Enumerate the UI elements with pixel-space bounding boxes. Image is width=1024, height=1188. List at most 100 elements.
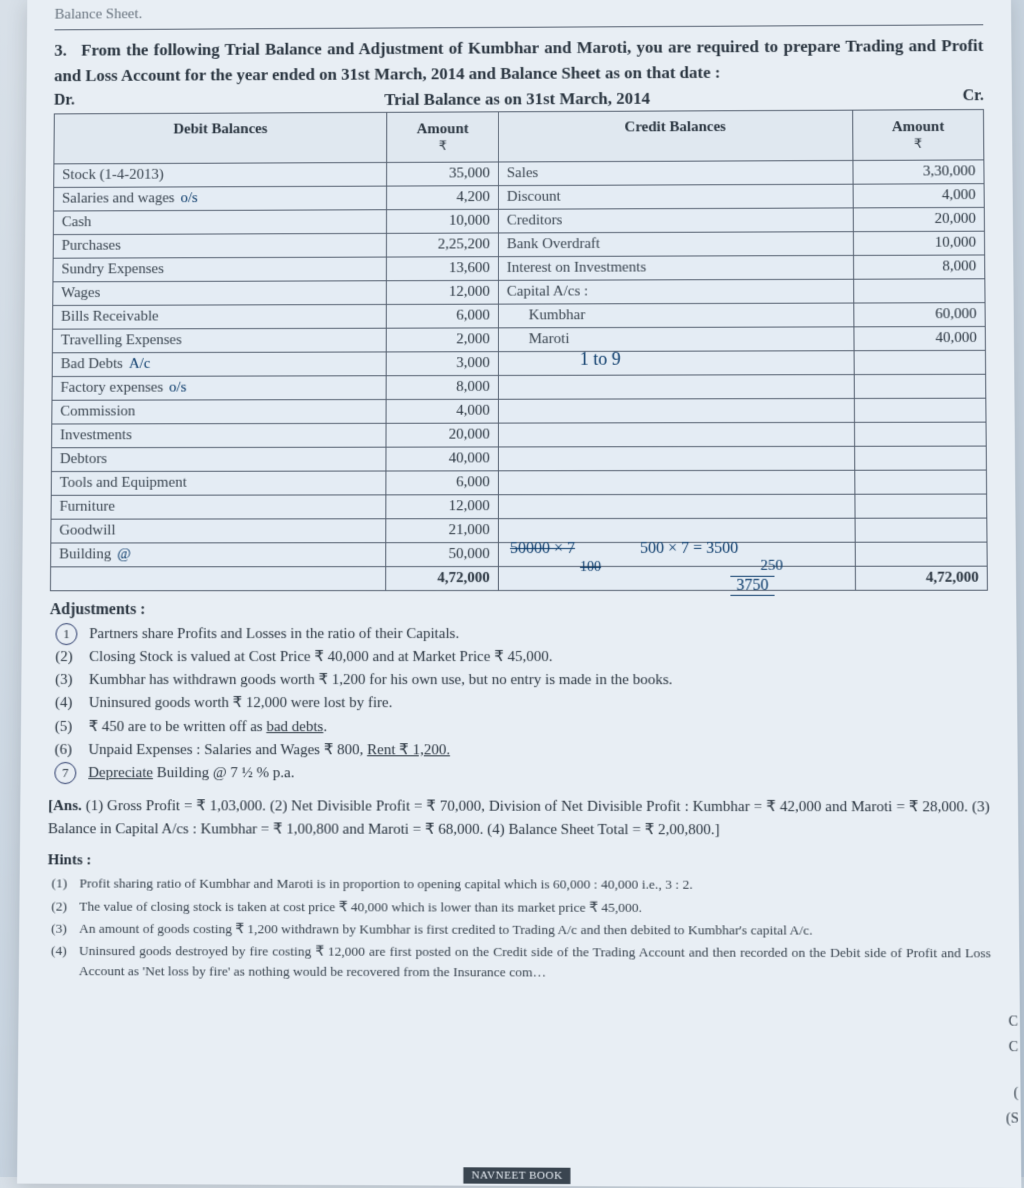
credit-cell: Interest on Investments bbox=[498, 255, 853, 280]
credit-cell bbox=[498, 446, 854, 471]
credit-amount-cell bbox=[854, 350, 986, 374]
edge-letter-1: C bbox=[1008, 1014, 1018, 1030]
adjustment-text: Partners share Profits and Losses in the… bbox=[89, 623, 459, 646]
adjustment-item: (6)Unpaid Expenses : Salaries and Wages … bbox=[55, 739, 990, 763]
total-blank2 bbox=[498, 566, 855, 590]
adjustment-text: Unpaid Expenses : Salaries and Wages ₹ 8… bbox=[88, 739, 450, 763]
hint-item: (4)Uninsured goods destroyed by fire cos… bbox=[51, 941, 991, 985]
debit-cell: Sundry Expenses bbox=[53, 257, 387, 282]
credit-amount-cell bbox=[854, 422, 986, 446]
ans-label: [Ans. bbox=[48, 798, 82, 814]
table-row: Commission4,000 bbox=[52, 398, 986, 424]
debit-cell: Furniture bbox=[51, 494, 386, 518]
debit-cell: Building@ bbox=[51, 542, 386, 566]
credit-cell bbox=[498, 542, 855, 566]
adjustment-number: (5) bbox=[55, 716, 89, 739]
credit-cell: Maroti bbox=[498, 326, 854, 351]
dr-cr-row: Dr. Trial Balance as on 31st March, 2014… bbox=[54, 87, 984, 111]
adjustment-number: (3) bbox=[55, 669, 89, 692]
total-blank bbox=[50, 566, 386, 590]
adjustments-list: 1Partners share Profits and Losses in th… bbox=[54, 622, 989, 786]
prev-page-tail: Balance Sheet. bbox=[55, 2, 984, 24]
debit-amount-cell: 13,600 bbox=[387, 256, 499, 280]
credit-cell: Discount bbox=[498, 184, 853, 209]
hint-text: An amount of goods costing ₹ 1,200 withd… bbox=[79, 919, 813, 941]
adjustment-text: ₹ 450 are to be written off as bad debts… bbox=[89, 716, 328, 739]
table-row: Investments20,000 bbox=[52, 422, 987, 448]
adjustment-number: (6) bbox=[55, 739, 89, 762]
adjustments-heading: Adjustments : bbox=[50, 600, 988, 618]
debit-cell: Wages bbox=[53, 280, 387, 305]
credit-amount-cell: 10,000 bbox=[853, 231, 984, 255]
credit-amount-cell: 20,000 bbox=[853, 207, 984, 231]
debit-amount-cell: 3,000 bbox=[386, 351, 498, 375]
hint-item: (1)Profit sharing ratio of Kumbhar and M… bbox=[51, 874, 990, 896]
credit-cell bbox=[498, 494, 855, 518]
hint-item: (2)The value of closing stock is taken a… bbox=[51, 896, 990, 919]
table-row: Debtors40,000 bbox=[51, 446, 986, 471]
debit-amount-cell: 35,000 bbox=[387, 162, 498, 186]
question-number: 3. bbox=[54, 38, 76, 63]
hint-item: (3)An amount of goods costing ₹ 1,200 wi… bbox=[51, 919, 991, 942]
answer-block: [Ans. (1) Gross Profit = ₹ 1,03,000. (2)… bbox=[48, 795, 990, 842]
credit-amount-cell: 60,000 bbox=[854, 302, 986, 326]
credit-amount-cell: 40,000 bbox=[854, 326, 986, 350]
credit-cell bbox=[498, 422, 854, 447]
adjustment-item: 1Partners share Profits and Losses in th… bbox=[55, 622, 988, 645]
credit-cell: Bank Overdraft bbox=[498, 231, 853, 256]
hint-text: Uninsured goods destroyed by fire costin… bbox=[79, 941, 991, 984]
th-debit: Debit Balances bbox=[54, 112, 387, 163]
question-text: 3. From the following Trial Balance and … bbox=[54, 33, 984, 88]
trial-balance-table: Debit Balances Amount ₹ Credit Balances … bbox=[50, 109, 988, 591]
edge-letter-2: C bbox=[1009, 1040, 1019, 1056]
debit-amount-cell: 6,000 bbox=[387, 304, 499, 328]
adjustment-text: Closing Stock is valued at Cost Price ₹ … bbox=[89, 646, 552, 669]
table-row: Wages12,000Capital A/cs : bbox=[53, 278, 985, 305]
hint-number: (4) bbox=[51, 941, 79, 982]
hints-list: (1)Profit sharing ratio of Kumbhar and M… bbox=[51, 874, 991, 985]
credit-cell bbox=[498, 518, 855, 542]
debit-cell: Travelling Expenses bbox=[52, 328, 386, 353]
credit-cell: Creditors bbox=[498, 208, 853, 233]
credit-amount-cell bbox=[853, 278, 985, 302]
debit-cell: Bad DebtsA/c bbox=[52, 352, 386, 377]
adjustment-item: (2)Closing Stock is valued at Cost Price… bbox=[55, 646, 988, 669]
debit-cell: Commission bbox=[52, 399, 387, 423]
th-credit: Credit Balances bbox=[498, 110, 852, 161]
debit-cell: Bills Receivable bbox=[53, 304, 387, 329]
debit-amount-cell: 21,000 bbox=[386, 518, 498, 542]
debit-cell: Investments bbox=[52, 423, 387, 447]
credit-amount-cell: 8,000 bbox=[853, 255, 985, 279]
hint-number: (2) bbox=[51, 896, 79, 916]
debit-amount-cell: 50,000 bbox=[386, 542, 498, 566]
horizontal-rule bbox=[55, 24, 984, 30]
table-row: Bad DebtsA/c3,000 bbox=[52, 350, 985, 376]
total-debit: 4,72,000 bbox=[386, 566, 498, 590]
credit-amount-cell bbox=[855, 494, 987, 518]
hint-text: The value of closing stock is taken at c… bbox=[79, 896, 642, 918]
debit-cell: Debtors bbox=[51, 447, 386, 471]
publisher-footer: NAVNEET BOOK bbox=[463, 1167, 570, 1184]
textbook-page: Balance Sheet. 3. From the following Tri… bbox=[17, 0, 1021, 1188]
credit-cell: Capital A/cs : bbox=[498, 279, 853, 304]
adjustment-item: 7Depreciate Building @ 7 ½ % p.a. bbox=[54, 762, 989, 786]
dr-label: Dr. bbox=[54, 92, 75, 112]
credit-amount-cell bbox=[854, 374, 986, 398]
debit-amount-cell: 10,000 bbox=[387, 209, 499, 233]
debit-cell: Purchases bbox=[53, 233, 387, 258]
hint-number: (3) bbox=[51, 919, 79, 939]
table-row: Furniture12,000 bbox=[51, 494, 987, 519]
edge-letter-3: ( bbox=[1014, 1086, 1019, 1102]
debit-amount-cell: 2,000 bbox=[387, 327, 499, 351]
debit-cell: Stock (1-4-2013) bbox=[54, 162, 387, 187]
debit-amount-cell: 8,000 bbox=[386, 375, 498, 399]
credit-amount-cell bbox=[855, 542, 987, 566]
credit-amount-cell bbox=[854, 446, 986, 470]
debit-cell: Factory expenseso/s bbox=[52, 375, 386, 400]
table-row: Bills Receivable6,000Kumbhar60,000 bbox=[53, 302, 986, 329]
hint-number: (1) bbox=[51, 874, 79, 894]
debit-cell: Goodwill bbox=[51, 518, 386, 542]
credit-amount-cell bbox=[855, 470, 987, 494]
credit-cell: Sales bbox=[498, 160, 852, 185]
debit-amount-cell: 4,200 bbox=[387, 185, 499, 209]
